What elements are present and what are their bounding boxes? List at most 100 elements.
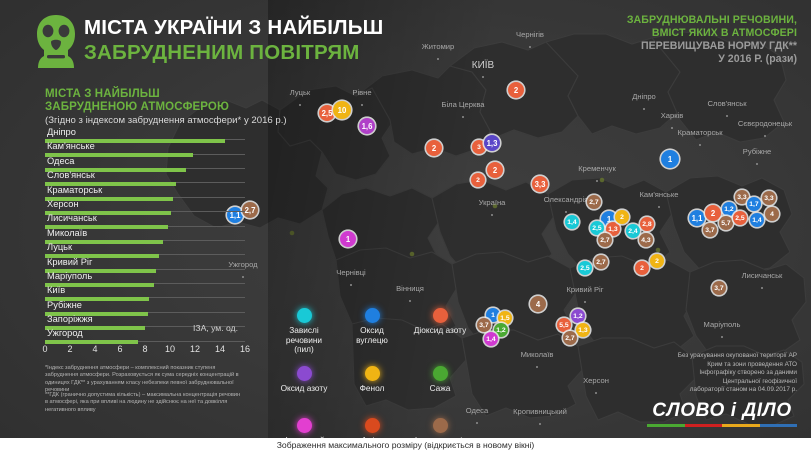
map-city-dot: [699, 144, 702, 147]
map-marker[interactable]: 1,2: [722, 202, 736, 216]
map-marker[interactable]: 2,7: [242, 202, 258, 218]
map-city-dot: [643, 108, 646, 111]
chart-bar-fill: [45, 254, 159, 259]
map-marker[interactable]: 1: [340, 231, 356, 247]
chart-bar-label: Херсон: [47, 198, 79, 209]
map-city-dot: [756, 163, 759, 166]
map-marker[interactable]: 2: [426, 140, 442, 156]
legend-label: Фтористий водень: [272, 435, 336, 438]
chart-axis-tick: 10: [164, 344, 176, 354]
map-marker[interactable]: 1,1: [689, 210, 705, 226]
legend-label: Завислі речовини (пил): [285, 325, 323, 355]
map-marker[interactable]: 1,3: [576, 323, 590, 337]
map-marker[interactable]: 2,8: [640, 217, 654, 231]
map-marker[interactable]: 1: [486, 308, 500, 322]
slovo-i-dilo-logo[interactable]: СЛОВО і ДІЛО: [647, 400, 797, 428]
map-city-dot: [761, 287, 764, 290]
map-city-label: Біла Церква: [441, 100, 485, 109]
map-marker[interactable]: 2: [471, 173, 485, 187]
map-marker[interactable]: 4: [530, 296, 546, 312]
map-marker[interactable]: 3: [472, 140, 486, 154]
image-caption[interactable]: Зображення максимального розміру (відкри…: [276, 440, 535, 450]
map-city-label: Лисичанськ: [741, 271, 783, 280]
chart-bar-row: Ужгород: [45, 328, 245, 345]
map-marker[interactable]: 2,5: [319, 105, 335, 121]
map-city-label: Кривий Ріг: [566, 285, 604, 294]
map-marker[interactable]: 2: [487, 162, 503, 178]
poster-title-line1: МІСТА УКРАЇНИ З НАЙБІЛЬШ: [84, 16, 384, 39]
map-marker[interactable]: 2: [615, 210, 629, 224]
map-marker[interactable]: 3,3: [762, 191, 776, 205]
map-marker[interactable]: 3,3: [735, 190, 749, 204]
right-header-line3: ПЕРЕВИЩУВАВ НОРМУ ГДК**: [640, 40, 797, 52]
map-city-dot: [482, 76, 485, 79]
map-marker[interactable]: 4: [765, 207, 779, 221]
map-marker[interactable]: 10: [333, 101, 351, 119]
map-marker[interactable]: 3,7: [477, 318, 491, 332]
map-marker[interactable]: 1,4: [484, 332, 498, 346]
chart-axis-tick: 12: [189, 344, 201, 354]
chart-axis-tick: 14: [214, 344, 226, 354]
map-marker[interactable]: 2: [705, 205, 721, 221]
map-marker[interactable]: 2,7: [563, 331, 577, 345]
map-marker[interactable]: 1,4: [565, 215, 579, 229]
map-marker[interactable]: 1,3: [606, 222, 620, 236]
map-marker[interactable]: 1,6: [359, 118, 375, 134]
map-marker[interactable]: 4,3: [639, 233, 653, 247]
chart-bar-label: Рубіжне: [47, 299, 82, 310]
chart-bar-fill: [45, 311, 148, 316]
logo-bar-segment: [759, 424, 797, 428]
logo-text: СЛОВО і ДІЛО: [652, 400, 792, 421]
map-marker[interactable]: 5,7: [719, 216, 733, 230]
map-marker[interactable]: 2: [508, 82, 524, 98]
source-note-line4: Центральної геофізичної: [722, 377, 797, 385]
chart-axis-tick: 4: [92, 344, 98, 354]
chart-bar-row: Херсон: [45, 198, 245, 215]
map-marker[interactable]: 2,7: [594, 255, 608, 269]
footnote-iza: *Індекс забруднення атмосфери – комплекс…: [45, 365, 239, 394]
map-marker[interactable]: 3,7: [703, 223, 717, 237]
chart-bar-row: Слов'янськ: [45, 170, 245, 187]
map-marker[interactable]: 5,5: [557, 318, 571, 332]
map-marker[interactable]: 2,4: [626, 224, 640, 238]
legend-color-dot: [296, 308, 312, 323]
map-marker[interactable]: 1,2: [494, 323, 508, 337]
map-marker[interactable]: 3,3: [532, 176, 548, 192]
legend-label: Сажа: [429, 383, 451, 393]
map-city-dot: [242, 276, 245, 279]
map-city-dot: [726, 115, 729, 118]
map-marker[interactable]: 3,7: [712, 281, 726, 295]
chart-bar-row: Лисичанськ: [45, 213, 245, 230]
chart-axis-tick: 0: [42, 344, 48, 354]
map-marker[interactable]: 2: [650, 254, 664, 268]
map-city-label: Маріуполь: [703, 320, 741, 329]
map-city-label: Сєвєродонецьк: [737, 119, 793, 128]
map-marker[interactable]: 2: [635, 261, 649, 275]
map-city-label: Чернігів: [516, 30, 544, 39]
chart-subtitle-line1: МІСТА З НАЙБІЛЬШ: [45, 88, 160, 100]
chart-bar-row: Рубіжне: [45, 299, 245, 316]
map-marker[interactable]: 1,1: [227, 207, 243, 223]
map-marker[interactable]: 2,5: [733, 211, 747, 225]
map-marker[interactable]: 1,3: [484, 135, 500, 151]
logo-bar-segment: [684, 424, 722, 428]
map-marker[interactable]: 2,5: [578, 261, 592, 275]
map-marker[interactable]: 2,7: [587, 195, 601, 209]
source-note: Без урахування окупованої території АР К…: [617, 352, 797, 395]
source-note-line3: Інфографіку створено за даними: [699, 369, 797, 377]
map-city-label: Рівне: [352, 88, 372, 97]
map-marker[interactable]: 2,7: [598, 233, 612, 247]
map-marker[interactable]: 1: [661, 150, 679, 168]
map-marker[interactable]: 1,2: [571, 309, 585, 323]
map-city-dot: [409, 300, 412, 303]
map-city-dot: [658, 206, 661, 209]
map-marker[interactable]: 2,5: [590, 221, 604, 235]
map-marker[interactable]: 1,4: [750, 213, 764, 227]
map-marker[interactable]: 1,7: [747, 197, 761, 211]
legend-soot: Сажа: [408, 366, 472, 394]
map-city-label: Кременчук: [578, 164, 616, 173]
chart-bar-fill: [45, 210, 172, 215]
legend-formaldehyde: Формальдегід: [408, 418, 472, 438]
map-marker[interactable]: 1,5: [498, 311, 512, 325]
